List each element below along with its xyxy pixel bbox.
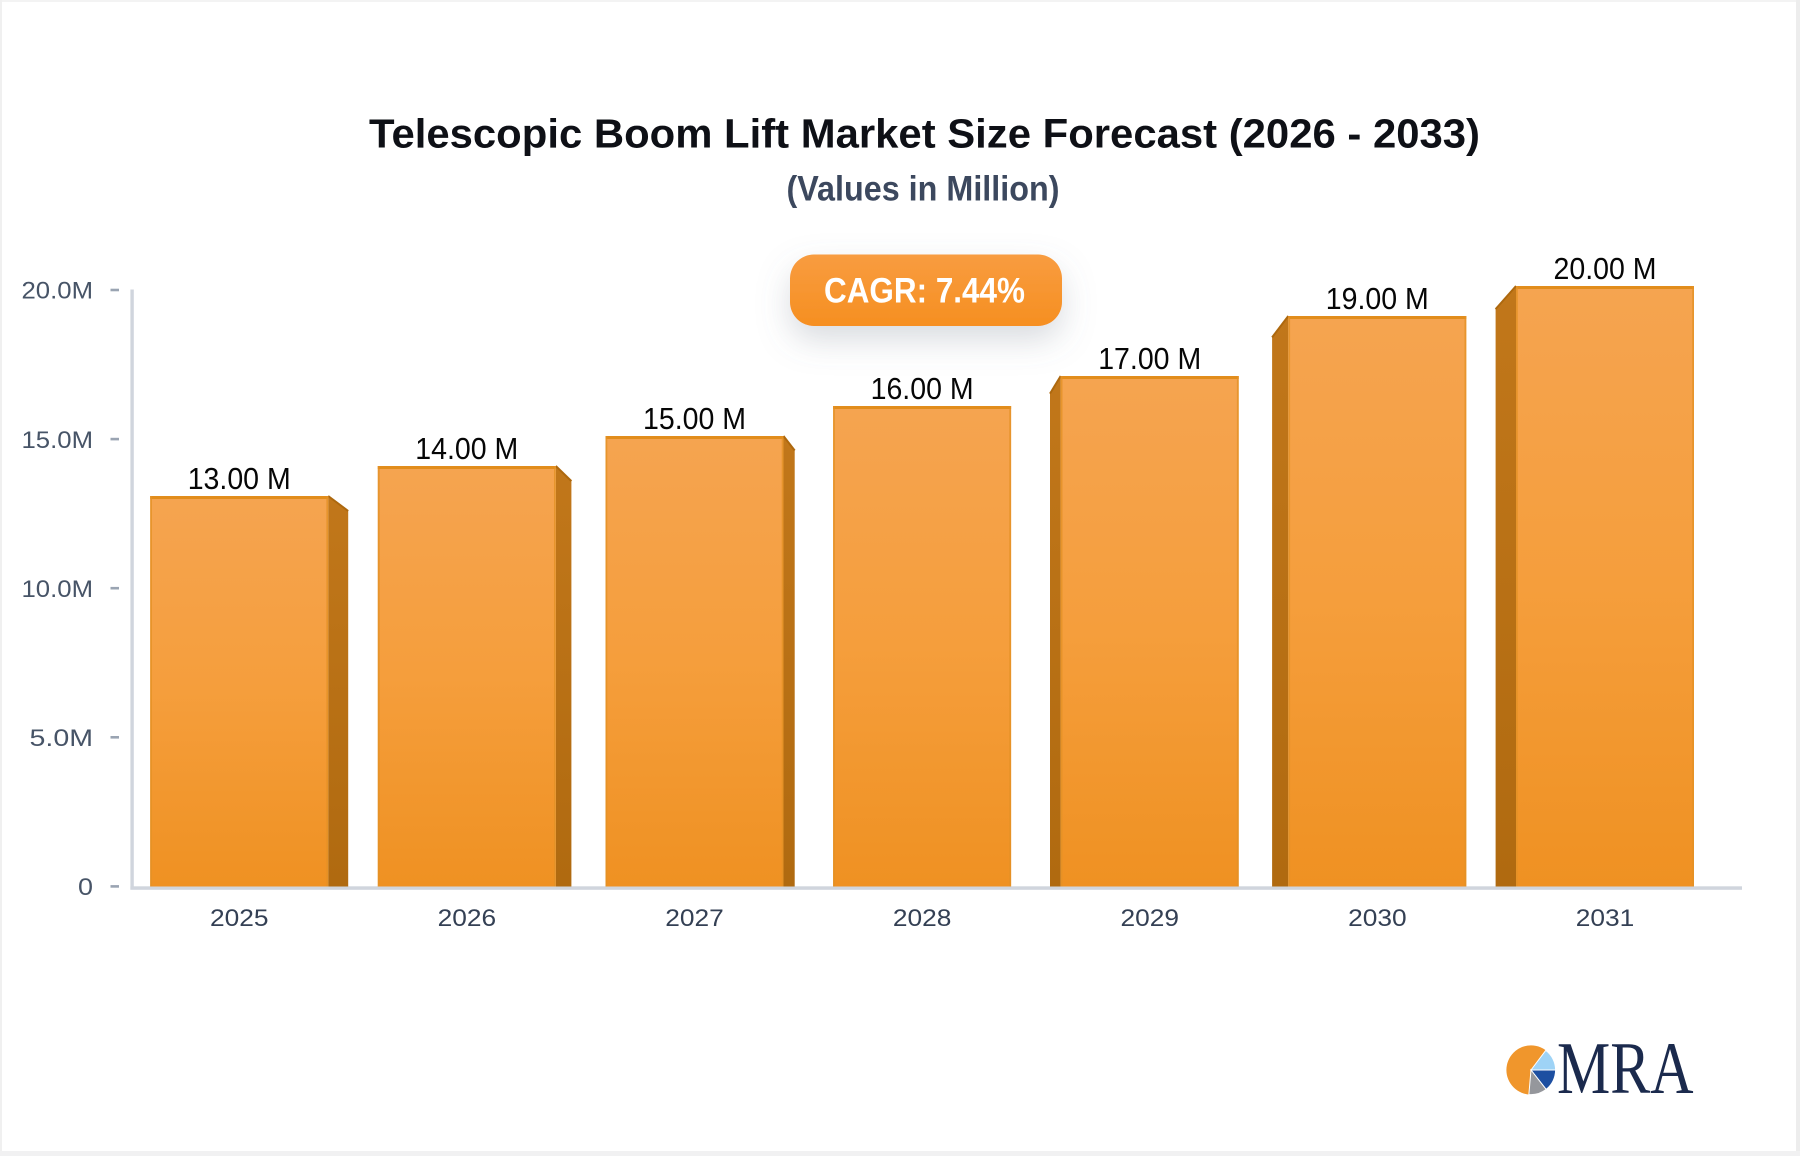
svg-text:2030: 2030 bbox=[1348, 905, 1407, 932]
svg-text:CAGR: 7.44%: CAGR: 7.44% bbox=[824, 272, 1025, 311]
svg-text:2025: 2025 bbox=[210, 905, 269, 932]
svg-text:(Values in Million): (Values in Million) bbox=[787, 170, 1060, 209]
svg-text:19.00 M: 19.00 M bbox=[1326, 281, 1429, 316]
svg-text:5.0M: 5.0M bbox=[30, 725, 94, 752]
svg-text:17.00 M: 17.00 M bbox=[1098, 341, 1201, 376]
svg-text:2027: 2027 bbox=[665, 905, 724, 932]
svg-text:10.0M: 10.0M bbox=[22, 576, 94, 603]
svg-text:2028: 2028 bbox=[893, 905, 952, 932]
svg-text:0: 0 bbox=[78, 874, 93, 901]
svg-text:MRA: MRA bbox=[1557, 1028, 1694, 1110]
svg-text:2029: 2029 bbox=[1121, 905, 1180, 932]
svg-text:2031: 2031 bbox=[1576, 905, 1635, 932]
svg-text:16.00 M: 16.00 M bbox=[871, 371, 974, 406]
svg-text:15.0M: 15.0M bbox=[22, 427, 94, 454]
svg-text:20.00 M: 20.00 M bbox=[1554, 251, 1657, 286]
svg-text:15.00 M: 15.00 M bbox=[643, 401, 746, 436]
svg-text:14.00 M: 14.00 M bbox=[415, 431, 518, 466]
svg-text:20.0M: 20.0M bbox=[22, 278, 94, 305]
svg-text:2026: 2026 bbox=[438, 905, 497, 932]
svg-text:13.00 M: 13.00 M bbox=[188, 461, 291, 496]
svg-text:Telescopic Boom Lift Market Si: Telescopic Boom Lift Market Size Forecas… bbox=[369, 111, 1480, 157]
